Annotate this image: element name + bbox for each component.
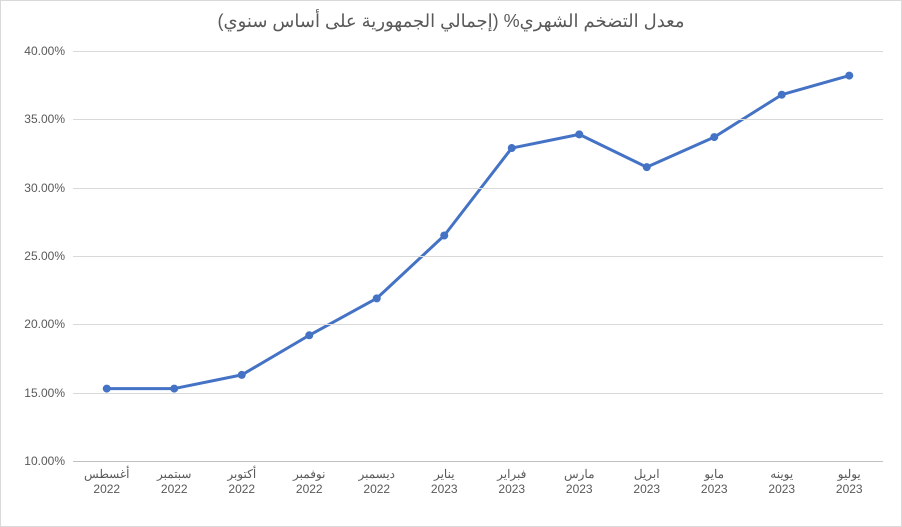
x-tick-label: ابريل 2023 (633, 467, 660, 497)
y-tick-label: 35.00% (24, 112, 65, 126)
x-tick-label: نوفمبر 2022 (293, 467, 325, 497)
x-tick-label: أغسطس 2022 (84, 467, 129, 497)
data-point (238, 371, 246, 379)
gridline (73, 461, 883, 462)
data-point (778, 91, 786, 99)
y-tick-label: 40.00% (24, 44, 65, 58)
inflation-line-chart: معدل التضخم الشهري% (إجمالي الجمهورية عل… (0, 0, 902, 527)
data-point (373, 294, 381, 302)
data-point (305, 331, 313, 339)
data-point (440, 232, 448, 240)
y-tick-label: 10.00% (24, 454, 65, 468)
gridline (73, 51, 883, 52)
x-tick-label: يناير 2023 (431, 467, 458, 497)
gridline (73, 393, 883, 394)
data-point (103, 385, 111, 393)
gridline (73, 256, 883, 257)
gridline (73, 324, 883, 325)
data-point (845, 72, 853, 80)
y-tick-label: 20.00% (24, 317, 65, 331)
y-tick-label: 15.00% (24, 386, 65, 400)
x-tick-label: أكتوبر 2022 (227, 467, 256, 497)
gridline (73, 119, 883, 120)
x-tick-label: يوليو 2023 (836, 467, 863, 497)
x-tick-label: يوينه 2023 (768, 467, 795, 497)
data-point (575, 130, 583, 138)
series-line (107, 76, 850, 389)
x-tick-label: سبتمبر 2022 (157, 467, 191, 497)
y-tick-label: 25.00% (24, 249, 65, 263)
x-tick-label: مارس 2023 (564, 467, 595, 497)
data-point (508, 144, 516, 152)
x-tick-label: فبراير 2023 (497, 467, 526, 497)
data-point (643, 163, 651, 171)
plot-area: 10.00%15.00%20.00%25.00%30.00%35.00%40.0… (73, 51, 883, 461)
data-point (710, 133, 718, 141)
data-point (170, 385, 178, 393)
gridline (73, 188, 883, 189)
x-tick-label: مايو 2023 (701, 467, 728, 497)
y-tick-label: 30.00% (24, 181, 65, 195)
x-tick-label: ديسمبر 2022 (358, 467, 395, 497)
chart-title: معدل التضخم الشهري% (إجمالي الجمهورية عل… (1, 11, 901, 32)
